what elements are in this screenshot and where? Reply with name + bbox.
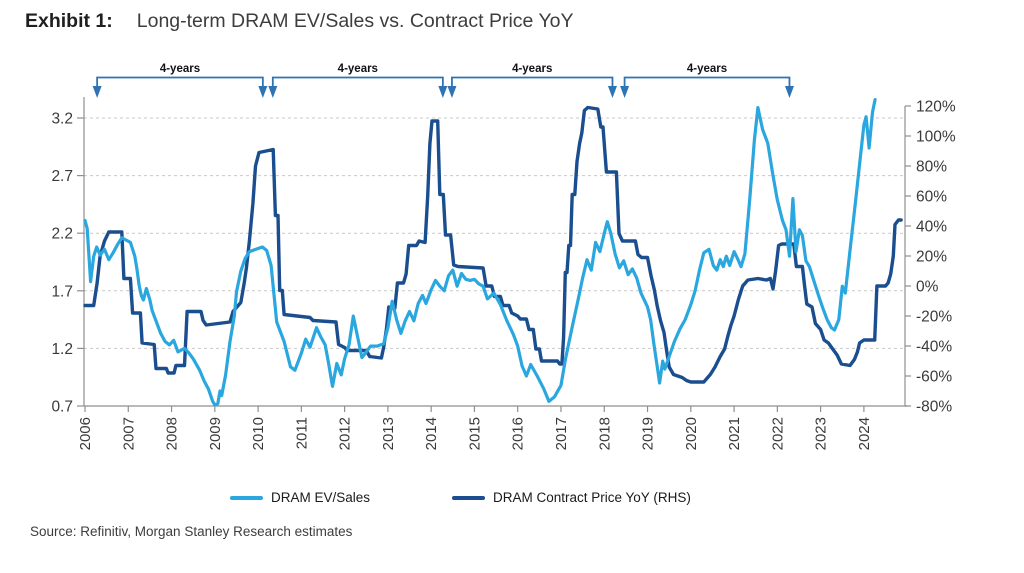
bracket-arrow-down-icon [447, 86, 457, 98]
y-left-tick-label: 1.7 [51, 283, 73, 300]
x-axis-year-label: 2022 [769, 417, 786, 450]
y-right-tick-label: -40% [916, 339, 952, 356]
exhibit-label: Exhibit 1: [25, 10, 113, 32]
bracket-arrow-down-icon [258, 86, 268, 98]
bracket-arrow-down-icon [438, 86, 448, 98]
bracket-arrow-down-icon [268, 86, 278, 98]
x-axis-year-label: 2013 [380, 417, 397, 450]
bracket-arrow-down-icon [92, 86, 102, 98]
legend-item-contract-price: DRAM Contract Price YoY (RHS) [452, 490, 691, 505]
cycle-bracket [451, 76, 614, 88]
x-axis-year-label: 2006 [77, 417, 94, 450]
y-right-tick-label: 20% [916, 249, 947, 266]
x-axis-year-label: 2012 [337, 417, 354, 450]
y-left-tick-label: 2.7 [51, 168, 73, 185]
cycle-bracket [96, 76, 264, 88]
x-axis-year-label: 2020 [683, 417, 700, 450]
chart-title: Long-term DRAM EV/Sales vs. Contract Pri… [136, 10, 574, 32]
chart-legend: DRAM EV/Sales DRAM Contract Price YoY (R… [0, 490, 1024, 510]
x-axis-year-label: 2016 [510, 417, 527, 450]
y-right-tick-label: 60% [916, 189, 947, 206]
cycle-length-label: 4-years [687, 63, 727, 75]
bracket-arrow-down-icon [607, 86, 617, 98]
x-axis-year-label: 2008 [164, 417, 181, 450]
x-axis-year-label: 2007 [120, 417, 137, 450]
x-axis-year-label: 2009 [207, 417, 224, 450]
x-axis-year-label: 2023 [813, 417, 830, 450]
y-right-tick-label: -80% [916, 399, 952, 416]
x-axis-year-label: 2024 [856, 417, 873, 450]
x-axis-year-label: 2018 [596, 417, 613, 450]
x-axis-year-label: 2021 [726, 417, 743, 450]
y-left-tick-label: 3.2 [51, 111, 73, 128]
legend-label-ev-sales: DRAM EV/Sales [271, 490, 371, 505]
y-right-tick-label: 100% [916, 129, 956, 146]
y-left-tick-label: 1.2 [51, 341, 73, 358]
bracket-arrow-down-icon [784, 86, 794, 98]
cycle-bracket [623, 76, 791, 88]
y-right-tick-label: 80% [916, 159, 947, 176]
y-right-tick-label: 40% [916, 219, 947, 236]
bracket-arrow-down-icon [620, 86, 630, 98]
cycle-bracket [271, 76, 444, 88]
legend-label-contract-price: DRAM Contract Price YoY (RHS) [493, 490, 691, 505]
x-axis-year-label: 2014 [423, 417, 440, 450]
cycle-length-label: 4-years [338, 63, 378, 75]
series-line-dram-contract-price-yoy-rhs [83, 105, 903, 384]
y-left-tick-label: 2.2 [51, 226, 73, 243]
legend-item-ev-sales: DRAM EV/Sales [230, 490, 370, 505]
x-axis-year-label: 2015 [466, 417, 483, 450]
title-row: Exhibit 1: Long-term DRAM EV/Sales vs. Co… [25, 10, 574, 33]
chart-canvas: 0.7 1.2 1.7 2.2 2.7 3.2 -80% -60% -40% -20% 0% 20% 4… [51, 63, 956, 450]
y-right-tick-label: -20% [916, 309, 952, 326]
source-note: Source: Refinitiv, Morgan Stanley Resear… [30, 524, 353, 539]
x-axis-year-label: 2019 [640, 417, 657, 450]
y-right-tick-label: 120% [916, 99, 956, 116]
x-axis-year-label: 2017 [553, 417, 570, 450]
series-line-dram-ev-sales [83, 97, 877, 407]
y-right-tick-label: -60% [916, 369, 952, 386]
cycle-length-label: 4-years [160, 63, 200, 75]
contract-price-line-swatch [452, 495, 485, 500]
y-left-tick-label: 0.7 [51, 399, 73, 416]
y-right-tick-label: 0% [916, 279, 939, 296]
x-axis-year-label: 2010 [250, 417, 267, 450]
ev-sales-line-swatch [230, 495, 263, 500]
cycle-length-label: 4-years [512, 63, 552, 75]
x-axis-year-label: 2011 [293, 417, 310, 449]
